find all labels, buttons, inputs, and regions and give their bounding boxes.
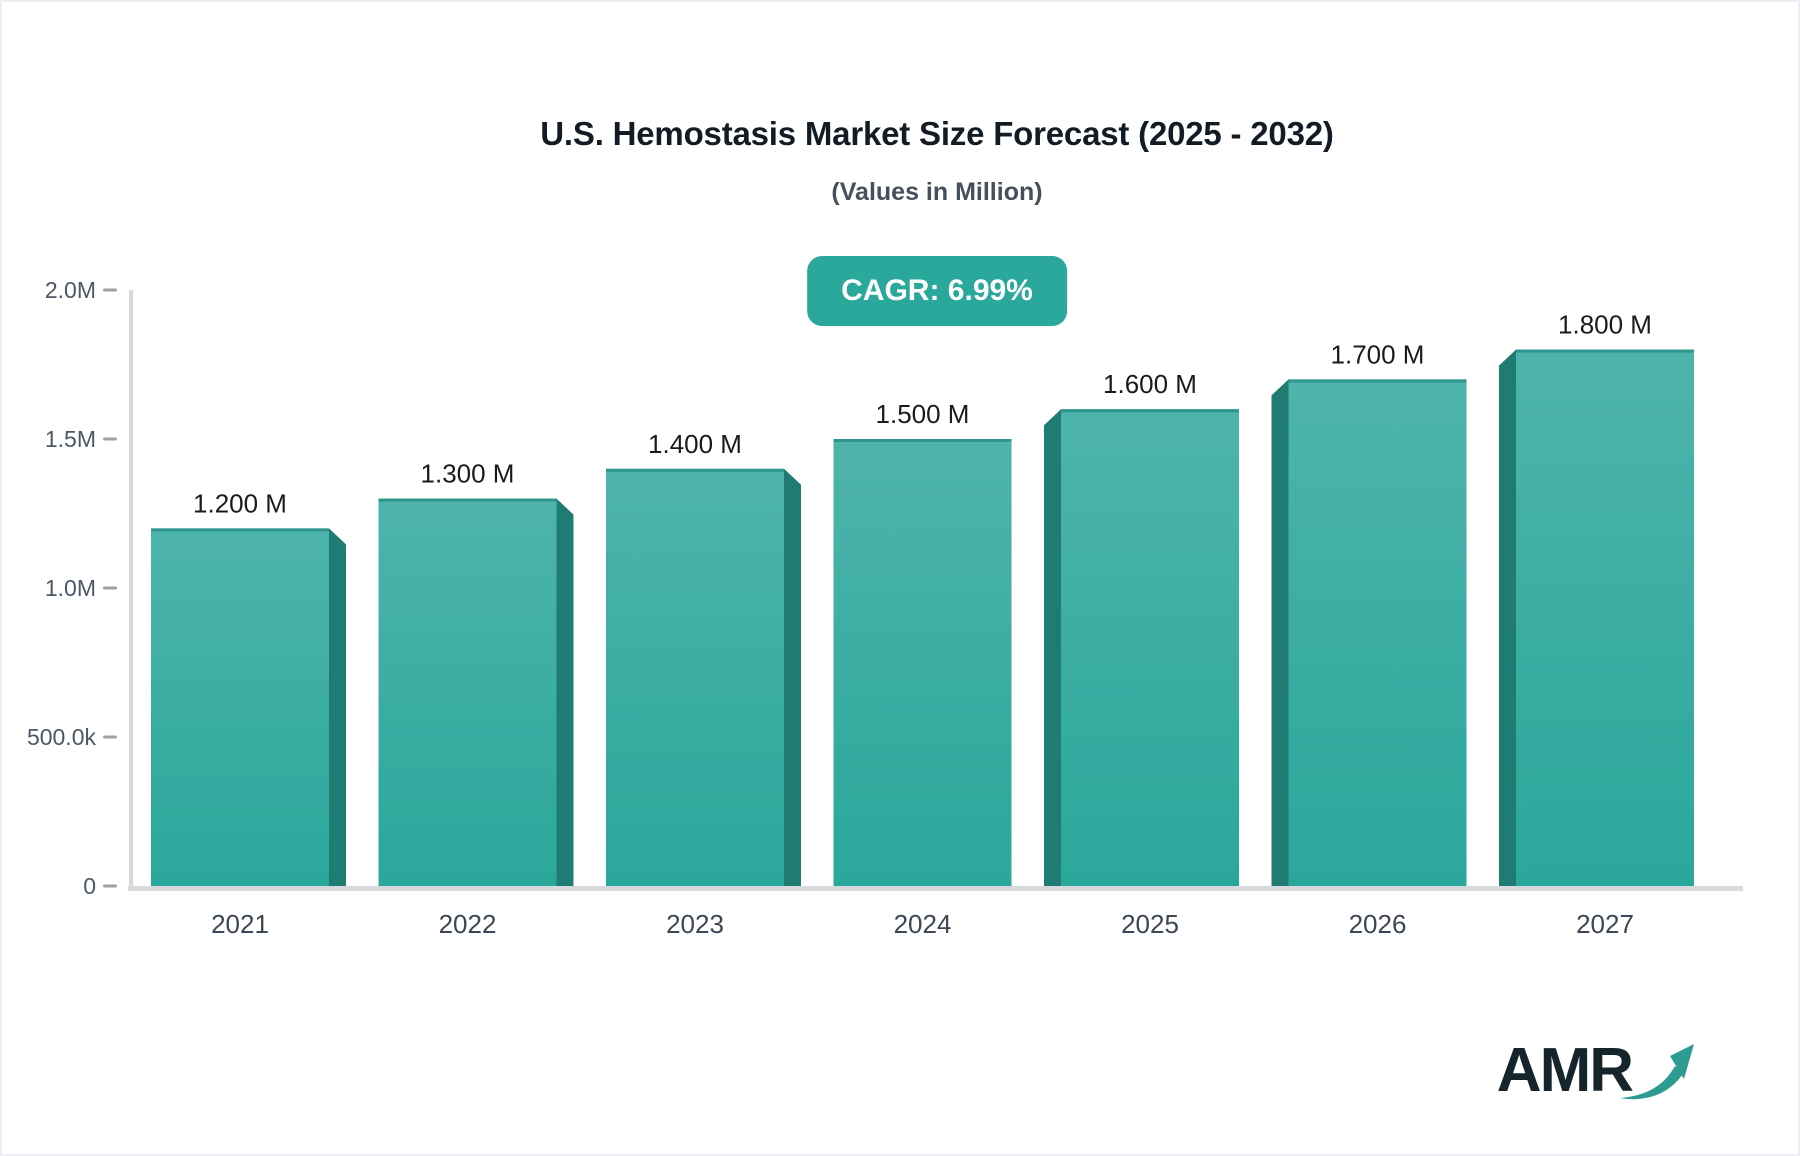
x-axis-label: 2026 <box>1349 909 1407 939</box>
bar-side-face <box>1499 349 1516 887</box>
y-axis-label: 2.0M <box>45 277 96 303</box>
x-axis-label: 2021 <box>211 909 269 939</box>
chart-title: U.S. Hemostasis Market Size Forecast (20… <box>540 115 1334 152</box>
bar-2024 <box>833 439 1012 886</box>
x-axis-label: 2024 <box>894 909 952 939</box>
bar-side-face <box>329 528 346 886</box>
chart-subtitle: (Values in Million) <box>831 178 1043 206</box>
bar-side-face <box>1044 409 1061 886</box>
bar-value-label: 1.600 M <box>1103 369 1197 399</box>
y-axis-tick <box>103 735 117 739</box>
x-axis-label: 2022 <box>439 909 497 939</box>
x-axis-label: 2027 <box>1576 909 1634 939</box>
y-axis-tick <box>103 884 117 888</box>
y-axis-line <box>129 290 133 890</box>
bar-2023 <box>606 468 784 886</box>
x-axis-label: 2025 <box>1121 909 1179 939</box>
bar-side-face <box>556 498 574 886</box>
y-axis-tick <box>103 437 117 441</box>
bar-value-label: 1.300 M <box>421 459 515 489</box>
bar-value-label: 1.800 M <box>1558 310 1652 340</box>
bar-top-edge <box>1288 379 1467 383</box>
bar-2022 <box>378 498 557 886</box>
y-axis-tick <box>103 288 117 292</box>
growth-arrow-icon <box>1620 1044 1694 1100</box>
y-axis-label: 1.0M <box>45 575 96 601</box>
y-axis-label: 0 <box>83 873 96 899</box>
bar-top-edge <box>606 468 784 472</box>
y-axis-label: 500.0k <box>27 724 97 750</box>
bar-value-label: 1.700 M <box>1331 339 1425 369</box>
y-axis-tick <box>103 586 117 590</box>
bar-top-edge <box>1061 409 1239 413</box>
bar-value-label: 1.200 M <box>193 488 287 518</box>
bar-2027 <box>1516 349 1694 887</box>
x-axis-label: 2023 <box>666 909 724 939</box>
amr-logo: AMR <box>1496 1036 1698 1105</box>
bar-value-label: 1.400 M <box>648 429 742 459</box>
bar-top-edge <box>151 528 329 532</box>
bar-top-edge <box>1516 349 1694 353</box>
bar-2026 <box>1288 379 1467 886</box>
bar-value-label: 1.500 M <box>876 399 970 429</box>
y-axis-label: 1.5M <box>45 426 96 452</box>
bar-2021 <box>151 528 329 886</box>
bar-side-face <box>784 468 801 886</box>
x-axis-line <box>128 886 1743 891</box>
bar-top-edge <box>378 498 557 502</box>
bar-side-face <box>1271 379 1289 886</box>
amr-logo-text: AMR <box>1496 1036 1634 1105</box>
bar-2025 <box>1061 409 1239 886</box>
cagr-badge: CAGR: 6.99% <box>807 256 1067 326</box>
bar-top-edge <box>833 439 1012 442</box>
